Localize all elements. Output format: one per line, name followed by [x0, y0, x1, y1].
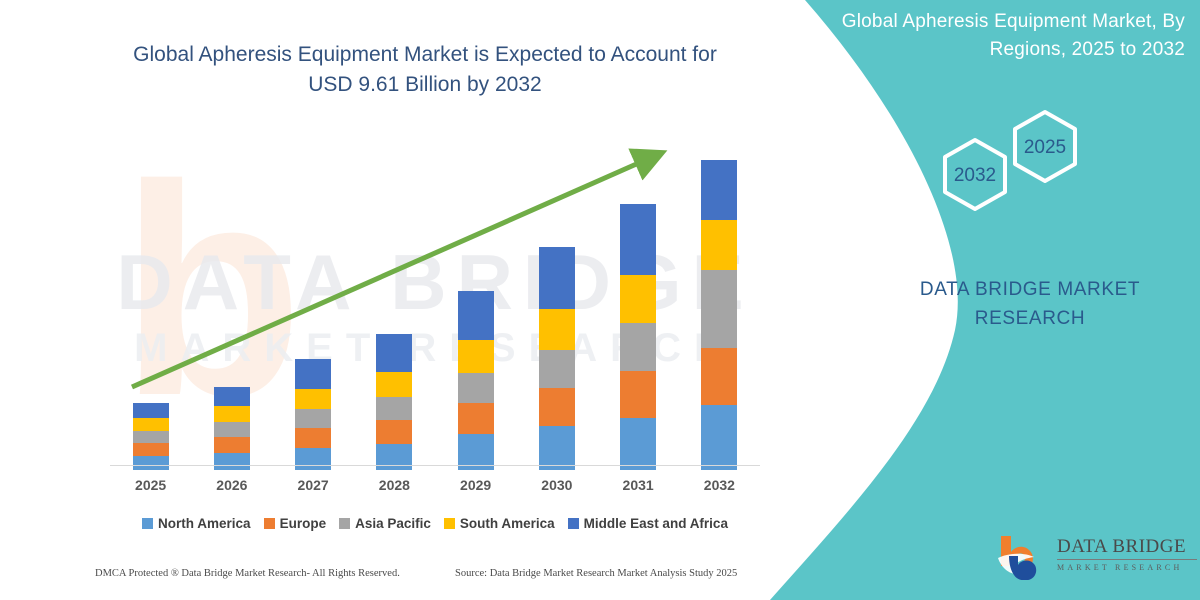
legend-item[interactable]: Middle East and Africa	[567, 515, 728, 531]
legend-swatch-icon	[263, 517, 275, 529]
bar-segment	[620, 418, 657, 470]
bar-segment	[213, 387, 250, 406]
x-axis-line	[110, 465, 760, 466]
bar-segment	[295, 428, 332, 448]
legend-item[interactable]: Asia Pacific	[339, 516, 431, 531]
bar-segment	[132, 443, 169, 456]
panel-brand-text: DATA BRIDGE MARKET RESEARCH	[919, 279, 1141, 329]
hexagon-badges: 2032 2025	[920, 100, 1120, 230]
bar-2027	[295, 359, 332, 470]
legend-label: Asia Pacific	[355, 515, 431, 531]
legend-label: Middle East and Africa	[583, 515, 728, 531]
footer-dmca-notice: DMCA Protected ® Data Bridge Market Rese…	[95, 568, 400, 579]
data-bridge-logo[interactable]: DATA BRIDGE MARKET RESEARCH	[995, 530, 1197, 582]
logo-text-block: DATA BRIDGE MARKET RESEARCH	[1057, 536, 1197, 574]
bar-segment	[132, 431, 169, 443]
bar-segment	[701, 270, 738, 348]
bar-segment	[620, 275, 657, 323]
legend-item[interactable]: South America	[443, 515, 555, 531]
bar-segment	[538, 309, 575, 350]
legend-item[interactable]: Europe	[263, 515, 327, 531]
hexagon-2032-label: 2032	[954, 165, 996, 186]
legend-label: North America	[158, 515, 251, 531]
logo-name: DATA BRIDGE	[1057, 536, 1187, 557]
x-axis-label-2030: 2030	[541, 477, 573, 493]
bar-segment	[295, 389, 332, 409]
bar-segment	[457, 291, 494, 340]
bar-segment	[620, 323, 657, 371]
bar-segment	[701, 160, 738, 220]
bar-segment	[295, 409, 332, 428]
bar-2032	[701, 160, 738, 470]
bar-segment	[701, 348, 738, 405]
bar-segment	[538, 247, 575, 309]
x-axis-label-2032: 2032	[703, 477, 735, 493]
chart-legend: North America Europe Asia Pacific South Ame…	[110, 512, 760, 534]
bar-2031	[620, 204, 657, 470]
bar-segment	[538, 388, 575, 426]
legend-item[interactable]: North America	[142, 516, 251, 531]
bar-segment	[701, 405, 738, 470]
bar-segment	[213, 437, 250, 453]
x-axis-label-2028: 2028	[378, 477, 410, 493]
bar-segment	[132, 418, 169, 431]
hexagon-2032-shape	[943, 138, 1007, 211]
bar-segment	[132, 403, 169, 418]
watermark-logo-mark: b	[120, 122, 304, 458]
bar-segment	[376, 397, 413, 420]
bar-segment	[132, 456, 169, 470]
hexagon-2025-label: 2025	[1024, 137, 1066, 158]
bar-segment	[376, 334, 413, 372]
x-axis-label-2031: 2031	[622, 477, 654, 493]
bar-segment	[376, 372, 413, 397]
bar-segment	[457, 373, 494, 403]
bar-segment	[213, 422, 250, 437]
bar-segment	[620, 371, 657, 418]
bar-segment	[701, 220, 738, 270]
legend-label: Europe	[279, 515, 327, 531]
bar-segment	[213, 406, 250, 422]
bar-segment	[376, 420, 413, 444]
legend-swatch-icon	[339, 517, 351, 529]
bar-segment	[538, 426, 575, 470]
hexagon-2025-shape	[1013, 110, 1077, 183]
bar-chart-plot-area	[110, 140, 760, 470]
bar-2030	[538, 247, 575, 470]
chart-title: Global Apheresis Equipment Market is Exp…	[133, 43, 717, 97]
bar-segment	[538, 350, 575, 388]
x-axis-label-2026: 2026	[216, 477, 248, 493]
x-axis-label-2027: 2027	[297, 477, 329, 493]
logo-subtitle: MARKET RESEARCH	[1057, 559, 1197, 574]
bar-segment	[457, 403, 494, 434]
bar-segment	[295, 359, 332, 389]
bar-2029	[457, 291, 494, 470]
legend-swatch-icon	[142, 517, 154, 529]
footer-source-note: Source: Data Bridge Market Research Mark…	[455, 568, 738, 579]
bar-segment	[295, 448, 332, 470]
legend-label: South America	[459, 515, 555, 531]
bar-segment	[457, 434, 494, 470]
logo-mark-icon	[995, 532, 1051, 581]
bar-segment	[620, 204, 657, 275]
x-axis-labels: 2025 2026 2027 2028 2029 2030 2031 2032	[110, 477, 760, 501]
bar-segment	[457, 340, 494, 373]
bar-2025	[132, 403, 169, 470]
panel-title: Global Apheresis Equipment Market, By Re…	[841, 11, 1185, 60]
x-axis-label-2029: 2029	[460, 477, 492, 493]
legend-swatch-icon	[567, 517, 579, 529]
legend-swatch-icon	[443, 517, 455, 529]
growth-arrow	[110, 140, 760, 470]
x-axis-label-2025: 2025	[135, 477, 167, 493]
